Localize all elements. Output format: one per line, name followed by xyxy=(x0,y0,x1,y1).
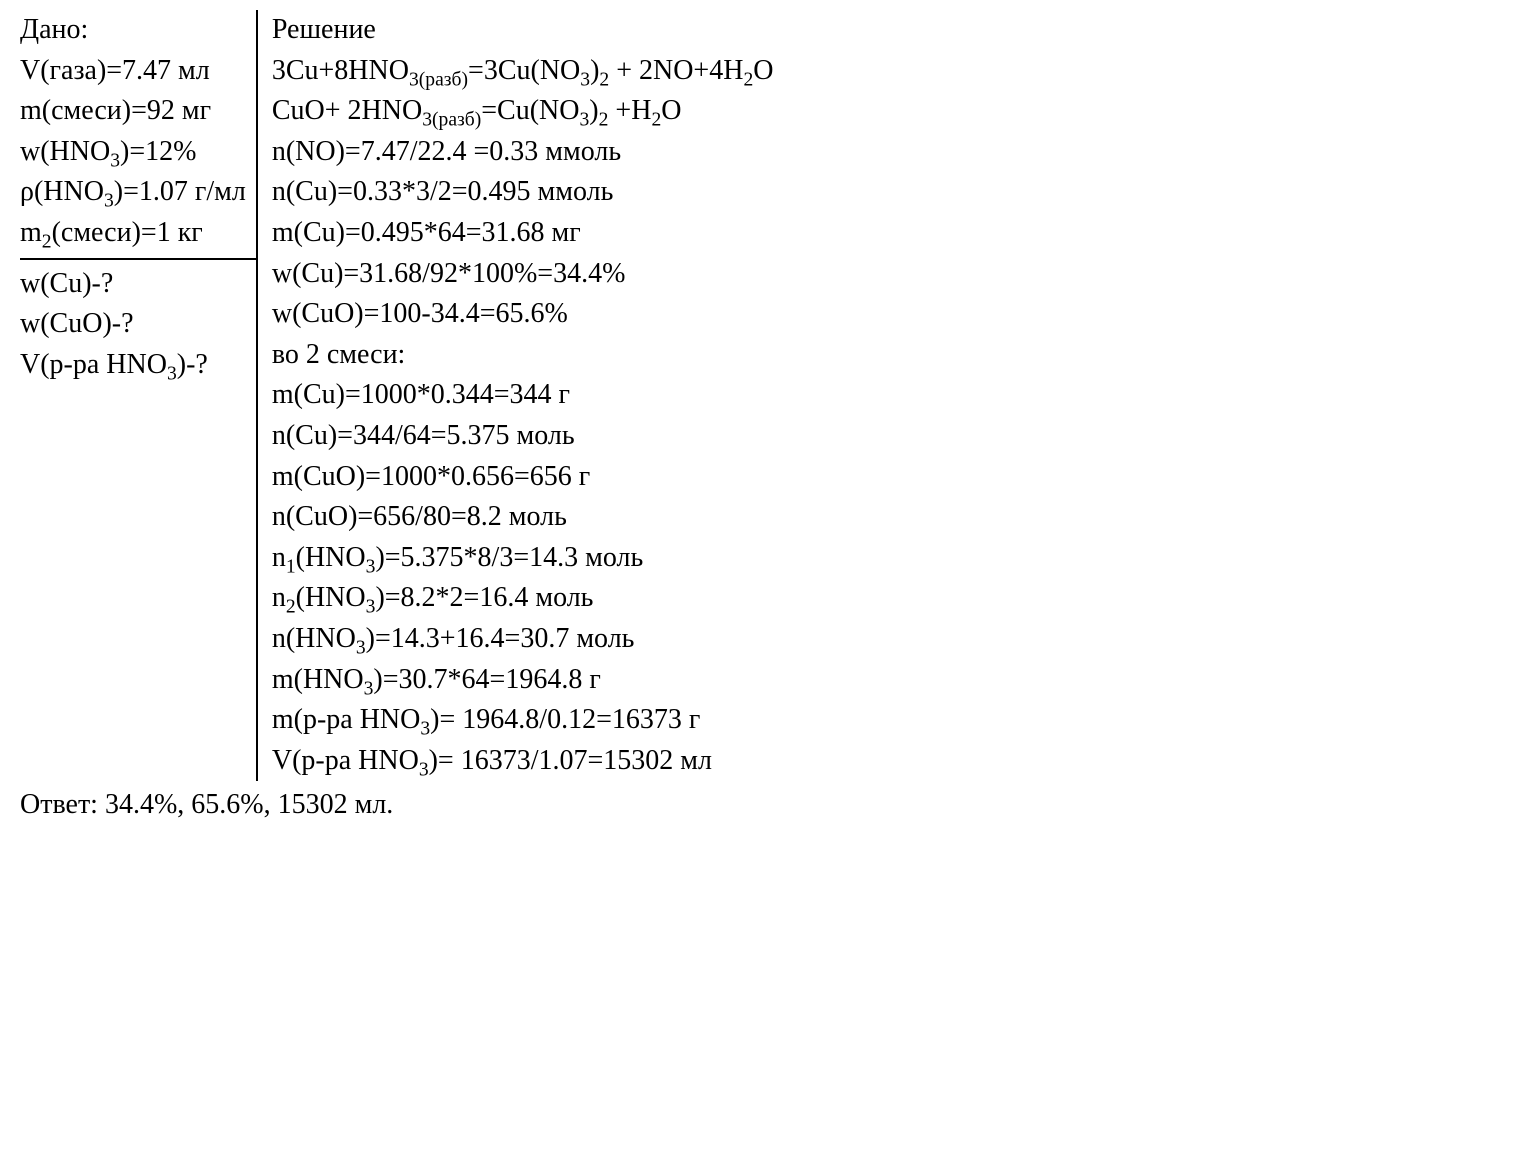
solution-line: n(NO)=7.47/22.4 =0.33 ммоль xyxy=(272,132,774,173)
solution-line: m(Cu)=1000*0.344=344 г xyxy=(272,375,774,416)
given-top: Дано: V(газа)=7.47 мл m(смеси)=92 мг w(H… xyxy=(20,10,256,260)
solution-line: m(HNO3)=30.7*64=1964.8 г xyxy=(272,660,774,701)
solution-title: Решение xyxy=(272,10,774,51)
solution-block: Решение 3Cu+8HNO3(разб)=3Cu(NO3)2 + 2NO+… xyxy=(256,10,774,781)
solution-line: n(Cu)=0.33*3/2=0.495 ммоль xyxy=(272,172,774,213)
given-line: w(HNO3)=12% xyxy=(20,132,246,173)
solution-line: w(Cu)=31.68/92*100%=34.4% xyxy=(272,254,774,295)
solution-line: m(Cu)=0.495*64=31.68 мг xyxy=(272,213,774,254)
solution-line: n(HNO3)=14.3+16.4=30.7 моль xyxy=(272,619,774,660)
solution-line: n1(HNO3)=5.375*8/3=14.3 моль xyxy=(272,538,774,579)
problem-container: Дано: V(газа)=7.47 мл m(смеси)=92 мг w(H… xyxy=(20,10,1505,781)
solution-line: CuO+ 2HNO3(разб)=Cu(NO3)2 +H2O xyxy=(272,91,774,132)
given-line: V(газа)=7.47 мл xyxy=(20,51,246,92)
solution-line: n(Cu)=344/64=5.375 моль xyxy=(272,416,774,457)
solution-line: w(CuO)=100-34.4=65.6% xyxy=(272,294,774,335)
given-line: m(смеси)=92 мг xyxy=(20,91,246,132)
given-block: Дано: V(газа)=7.47 мл m(смеси)=92 мг w(H… xyxy=(20,10,256,385)
answer-line: Ответ: 34.4%, 65.6%, 15302 мл. xyxy=(20,785,1505,826)
tofind-line: w(Cu)-? xyxy=(20,264,256,305)
given-line: m2(смеси)=1 кг xyxy=(20,213,246,254)
tofind-line: V(р-ра HNO3)-? xyxy=(20,345,256,386)
given-bottom: w(Cu)-? w(CuO)-? V(р-ра HNO3)-? xyxy=(20,260,256,386)
solution-line: во 2 смеси: xyxy=(272,335,774,376)
solution-line: m(р-ра HNO3)= 1964.8/0.12=16373 г xyxy=(272,700,774,741)
given-title: Дано: xyxy=(20,10,246,51)
solution-line: V(р-ра HNO3)= 16373/1.07=15302 мл xyxy=(272,741,774,782)
given-line: ρ(HNO3)=1.07 г/мл xyxy=(20,172,246,213)
solution-line: n(CuO)=656/80=8.2 моль xyxy=(272,497,774,538)
solution-line: n2(HNO3)=8.2*2=16.4 моль xyxy=(272,578,774,619)
tofind-line: w(CuO)-? xyxy=(20,304,256,345)
solution-line: 3Cu+8HNO3(разб)=3Cu(NO3)2 + 2NO+4H2O xyxy=(272,51,774,92)
solution-line: m(CuO)=1000*0.656=656 г xyxy=(272,457,774,498)
